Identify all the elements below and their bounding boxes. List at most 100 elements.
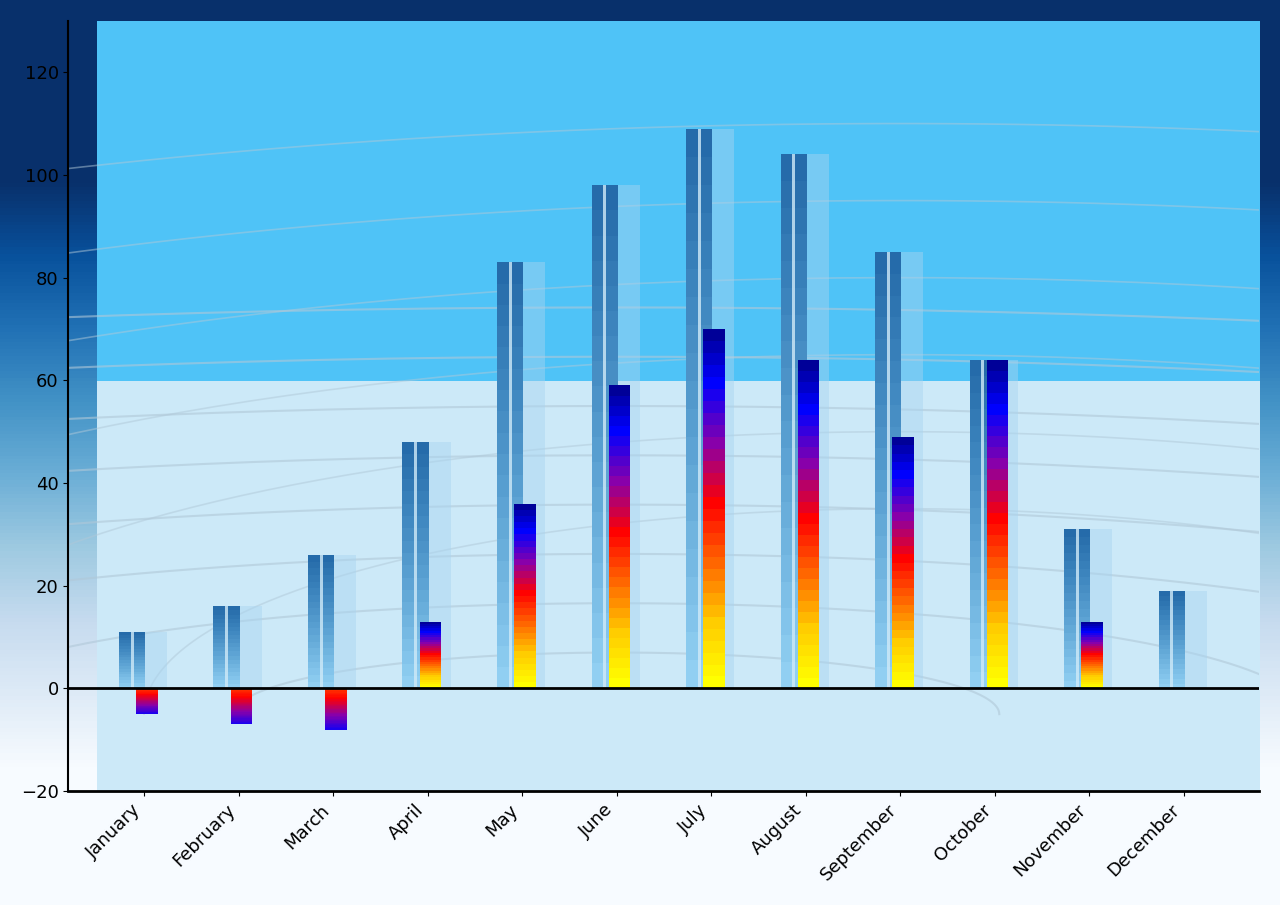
Bar [1064, 561, 1091, 569]
Bar [325, 700, 347, 702]
Bar [686, 492, 713, 520]
Bar [969, 590, 996, 606]
Bar [876, 339, 901, 361]
Bar [1082, 671, 1103, 673]
Bar [892, 471, 914, 479]
Bar [325, 697, 347, 698]
Bar [1064, 657, 1091, 664]
Bar [1076, 529, 1079, 689]
Bar [515, 621, 536, 627]
Bar [609, 648, 630, 658]
Bar [797, 524, 819, 535]
Bar [1082, 684, 1103, 686]
Bar [230, 712, 252, 714]
Bar [119, 674, 146, 677]
Bar [515, 602, 536, 608]
Bar [781, 422, 806, 448]
Bar [119, 680, 146, 682]
Bar [781, 368, 806, 395]
Bar [497, 475, 524, 497]
Bar [781, 501, 806, 529]
Bar [1082, 626, 1103, 628]
Bar [325, 710, 347, 711]
Bar [214, 660, 239, 664]
Bar [969, 672, 996, 689]
Bar [420, 662, 442, 664]
Bar [308, 655, 334, 662]
Bar [609, 395, 630, 405]
Bar [797, 502, 819, 513]
Bar [509, 262, 512, 689]
Bar [515, 529, 536, 534]
Bar [1082, 681, 1103, 684]
Bar [797, 404, 819, 414]
Bar [797, 459, 819, 470]
Bar [609, 607, 630, 618]
Bar [1170, 591, 1172, 689]
Bar [308, 669, 334, 675]
Bar [420, 637, 442, 640]
Bar [325, 726, 347, 727]
Bar [230, 707, 252, 708]
Bar [1158, 605, 1185, 610]
Bar [781, 475, 806, 501]
Bar [1158, 650, 1185, 654]
Bar [987, 535, 1009, 546]
Bar [415, 442, 417, 689]
Bar [1082, 666, 1103, 669]
Bar [987, 436, 1009, 447]
Bar [969, 475, 996, 491]
Bar [987, 568, 1009, 579]
Bar [987, 447, 1009, 459]
Bar [1158, 679, 1185, 683]
Bar [422, 442, 451, 689]
Bar [704, 437, 724, 449]
Bar [591, 538, 618, 563]
Bar [686, 129, 713, 157]
Bar [420, 626, 442, 628]
Bar [308, 608, 334, 615]
Bar [308, 615, 334, 622]
Bar [325, 698, 347, 700]
Bar [420, 628, 442, 631]
Bar [987, 579, 1009, 590]
Bar [797, 678, 819, 689]
Bar [402, 503, 429, 516]
Bar [609, 517, 630, 527]
Bar [1082, 686, 1103, 689]
Bar [609, 386, 630, 395]
Bar [987, 678, 1009, 689]
Bar [704, 533, 724, 545]
Bar [876, 274, 901, 296]
Bar [987, 623, 1009, 634]
Bar [704, 568, 724, 581]
Bar [969, 376, 996, 393]
Bar [1064, 601, 1091, 609]
Bar [987, 414, 1009, 425]
Bar [987, 425, 1009, 436]
Bar [308, 588, 334, 595]
Bar [876, 645, 901, 667]
Bar [420, 681, 442, 684]
Bar [308, 562, 334, 568]
Bar [609, 497, 630, 507]
Bar [1064, 538, 1091, 545]
Bar [402, 516, 429, 529]
Bar [497, 368, 524, 390]
Bar [131, 632, 133, 689]
Bar [1082, 657, 1103, 660]
Bar [515, 614, 536, 621]
Bar [704, 401, 724, 413]
Bar [609, 567, 630, 577]
Bar [892, 504, 914, 512]
Bar [1158, 669, 1185, 674]
Bar [230, 703, 252, 704]
Bar [591, 261, 618, 286]
Bar [420, 646, 442, 648]
Bar [420, 671, 442, 673]
Bar [119, 632, 146, 634]
Bar [987, 590, 1009, 601]
Bar [987, 382, 1009, 393]
Bar [420, 651, 442, 653]
Bar [781, 315, 806, 341]
